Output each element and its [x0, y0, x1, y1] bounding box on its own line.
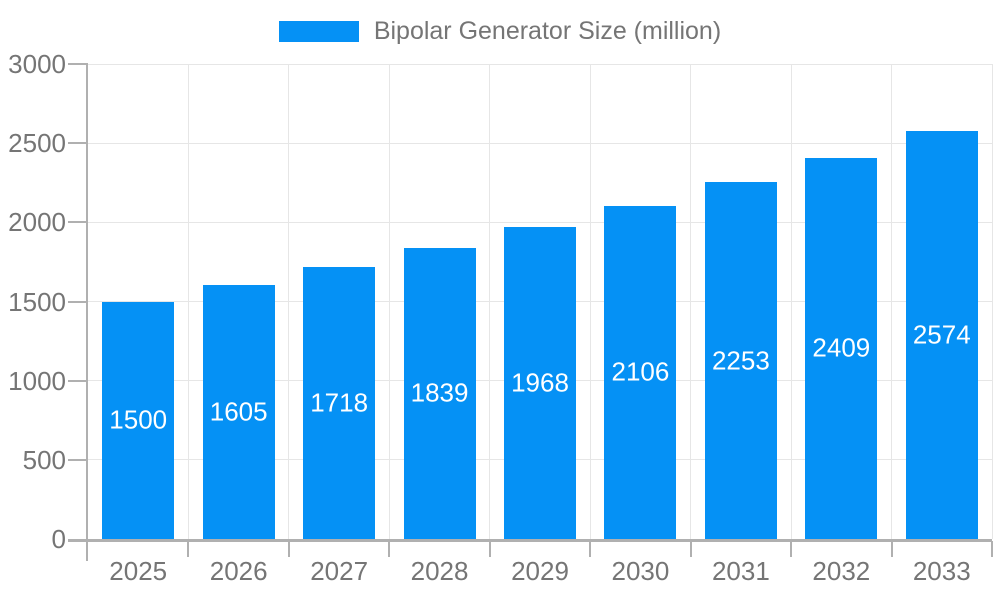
gridline	[88, 142, 992, 144]
gridline	[88, 63, 992, 65]
y-axis-tick	[68, 300, 88, 303]
x-axis-label: 2033	[912, 556, 971, 586]
bar[interactable]: 1605	[202, 284, 275, 539]
x-axis-tick	[187, 541, 190, 557]
y-axis-label: 1000	[8, 365, 66, 396]
y-axis-label: 2000	[8, 207, 66, 238]
bar[interactable]: 1718	[303, 266, 376, 539]
x-axis-tick	[890, 541, 893, 557]
bar[interactable]: 1500	[102, 301, 175, 539]
gridline	[489, 64, 491, 539]
bar[interactable]: 2574	[905, 131, 978, 539]
y-axis-label: 0	[51, 524, 66, 554]
x-axis-tick	[488, 541, 491, 557]
y-axis-tick	[68, 379, 88, 382]
bar-value-label: 1718	[310, 387, 369, 418]
bar-value-label: 1605	[209, 396, 268, 427]
x-axis-label: 2030	[611, 556, 670, 586]
bar-value-label: 1968	[511, 367, 569, 398]
bar[interactable]: 2253	[704, 182, 777, 539]
bar[interactable]: 1968	[504, 227, 576, 539]
y-axis-label: 500	[22, 444, 66, 475]
y-axis-label: 1500	[8, 286, 66, 317]
gridline	[288, 64, 290, 539]
y-axis-tick	[68, 63, 88, 65]
bar-value-label: 2574	[912, 319, 971, 350]
legend-swatch	[278, 21, 359, 42]
bar-value-label: 1500	[109, 404, 168, 435]
gridline	[790, 64, 792, 539]
bar-value-label: 2106	[611, 356, 670, 387]
y-axis-label: 2500	[8, 128, 66, 159]
bar[interactable]: 2106	[604, 205, 677, 539]
x-axis-label: 2032	[812, 556, 871, 586]
gridline	[991, 64, 993, 539]
x-axis-label: 2026	[209, 556, 268, 586]
y-axis-tick	[68, 458, 88, 461]
x-axis-tick	[287, 541, 290, 557]
x-axis-tick	[790, 541, 793, 557]
legend[interactable]: Bipolar Generator Size (million)	[0, 17, 1000, 46]
gridline	[187, 64, 189, 539]
x-axis-label: 2028	[410, 556, 469, 586]
gridline	[690, 64, 692, 539]
gridline	[388, 64, 390, 539]
x-axis-label: 2029	[511, 556, 569, 586]
bar-value-label: 2409	[812, 332, 871, 363]
bar-value-label: 2253	[711, 345, 770, 376]
x-axis-tick	[589, 541, 592, 557]
x-axis-line	[68, 539, 992, 542]
y-axis-line	[86, 64, 88, 561]
y-axis-tick	[68, 142, 88, 145]
x-axis-tick	[991, 541, 993, 557]
bar[interactable]: 2409	[805, 157, 878, 539]
x-axis-label: 2027	[310, 556, 369, 586]
gridline	[88, 221, 992, 223]
x-axis-label: 2031	[711, 556, 770, 586]
y-axis-label: 3000	[8, 49, 66, 79]
bar[interactable]: 1839	[403, 247, 476, 539]
legend-label: Bipolar Generator Size (million)	[373, 17, 722, 45]
y-axis-tick	[68, 221, 88, 224]
x-axis-tick	[388, 541, 391, 557]
x-axis-label: 2025	[109, 556, 168, 586]
x-axis-tick	[689, 541, 692, 557]
gridline	[891, 64, 893, 539]
plot-area: 1500 1605 1718 1839 1968 2106 2253 2409 2574	[88, 63, 993, 539]
bar-value-label: 1839	[410, 377, 469, 408]
gridline	[589, 64, 591, 539]
